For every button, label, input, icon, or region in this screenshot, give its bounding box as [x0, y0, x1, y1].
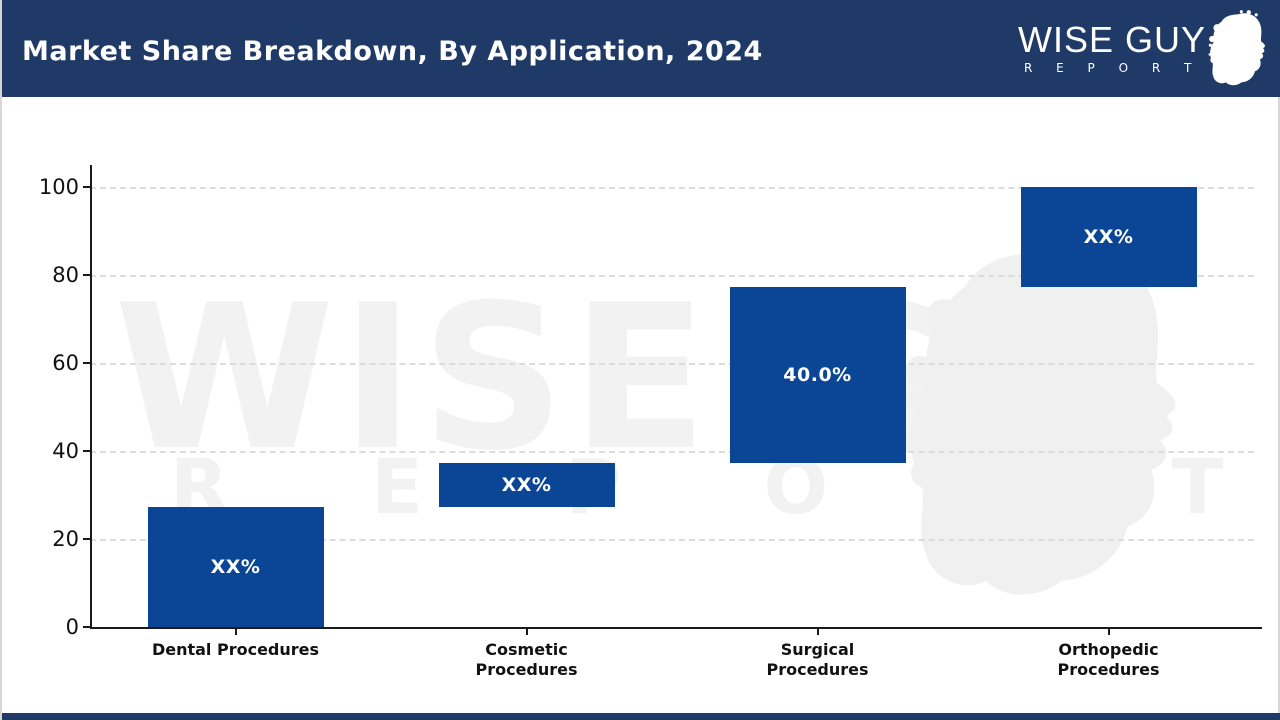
category-label: Surgical Procedures	[766, 640, 869, 679]
brand-logo-text: WISE GUY R E P O R T S	[1018, 19, 1233, 76]
bar-value-label: XX%	[210, 555, 261, 578]
footer-bar	[2, 713, 1280, 720]
brand-logo-main-text: WISE GUY	[1018, 19, 1207, 60]
bar-orthopedic-procedures: XX%	[1020, 187, 1197, 287]
bar-value-label: XX%	[501, 473, 552, 496]
y-axis-tick-label: 20	[52, 527, 79, 551]
brand-logo: WISE GUY R E P O R T S	[1018, 6, 1268, 92]
plot-area: 0 20 40 60 80 100 XX% Dental Procedures XX% Cosme…	[2, 97, 1280, 720]
bar-cosmetic-procedures: XX%	[438, 462, 615, 507]
y-axis-tick	[83, 626, 90, 628]
bar-surgical-procedures: 40.0%	[729, 286, 906, 463]
gridline-y100	[90, 187, 1254, 189]
gridline-y80	[90, 275, 1254, 277]
bar-value-label: 40.0%	[783, 363, 852, 386]
category-label: Orthopedic Procedures	[1057, 640, 1160, 679]
y-axis-tick-label: 40	[52, 439, 79, 463]
x-axis-tick	[1107, 628, 1110, 635]
y-axis-tick-label: 100	[38, 175, 79, 199]
category-label: Cosmetic Procedures	[475, 640, 578, 679]
x-axis-tick	[234, 628, 237, 635]
gridline-y60	[90, 363, 1254, 365]
y-axis-tick	[83, 186, 90, 188]
category-label: Dental Procedures	[151, 640, 320, 659]
y-axis-tick-label: 0	[65, 615, 79, 639]
y-axis-tick	[83, 274, 90, 276]
x-axis-line	[90, 627, 1262, 629]
dotted-head-profile-icon	[902, 231, 1176, 595]
x-axis-tick	[525, 628, 528, 635]
gridline-y40	[90, 451, 1254, 453]
y-axis-tick	[83, 538, 90, 540]
y-axis-tick-label: 80	[52, 263, 79, 287]
bar-value-label: XX%	[1083, 225, 1134, 248]
gridline-y20	[90, 539, 1254, 541]
y-axis-tick-label: 60	[52, 351, 79, 375]
brand-logo-sub-text: R E P O R T S	[1024, 61, 1233, 75]
y-axis-tick	[83, 362, 90, 364]
header-bar: Market Share Breakdown, By Application, …	[2, 0, 1280, 97]
y-axis-line	[90, 165, 92, 629]
page-title: Market Share Breakdown, By Application, …	[22, 36, 763, 67]
y-axis-tick	[83, 450, 90, 452]
bar-dental-procedures: XX%	[147, 506, 324, 627]
x-axis-tick	[816, 628, 819, 635]
dotted-head-profile-icon	[1208, 10, 1265, 86]
